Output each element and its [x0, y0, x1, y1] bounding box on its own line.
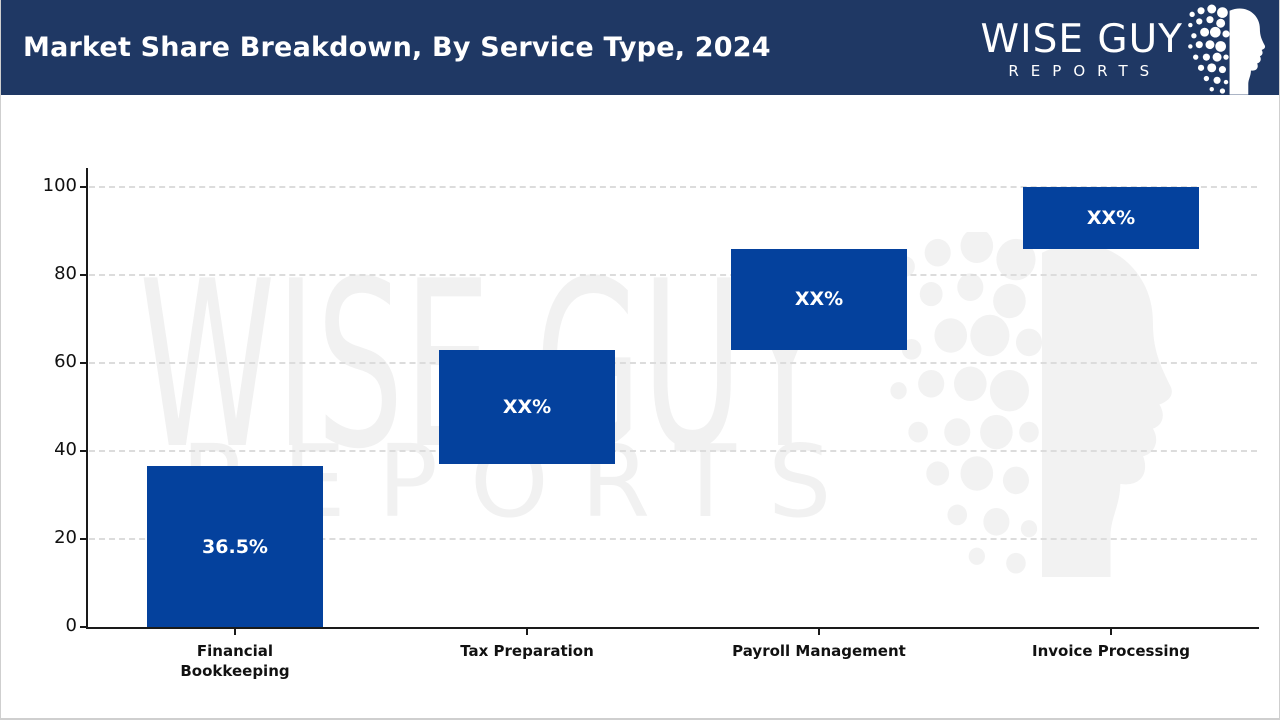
bar-tax-preparation: XX%	[439, 349, 615, 465]
bar-payroll-management: XX%	[731, 248, 907, 350]
gridline-80	[89, 274, 1257, 276]
x-tick-mark-1	[526, 627, 528, 635]
gridline-60	[89, 362, 1257, 364]
brand-head-icon	[1188, 4, 1266, 95]
y-tick-mark-0	[80, 626, 88, 628]
bar-value-label: XX%	[794, 288, 844, 311]
bar-invoice-processing: XX%	[1023, 187, 1199, 249]
brand-logo-text: WISE GUY REPORTS	[980, 17, 1183, 80]
y-axis-line	[86, 168, 88, 629]
bar-value-label: XX%	[502, 395, 552, 418]
x-category-label: Payroll Management	[732, 642, 906, 660]
x-tick-mark-3	[1110, 627, 1112, 635]
y-tick-mark-20	[80, 538, 88, 540]
chart-title: Market Share Breakdown, By Service Type,…	[23, 32, 771, 63]
y-tick-label-100: 100	[42, 175, 77, 196]
gridline-20	[89, 538, 1257, 540]
x-tick-mark-2	[818, 627, 820, 635]
y-tick-mark-80	[80, 274, 88, 276]
y-tick-label-60: 60	[54, 351, 77, 372]
x-category-label: Financial Bookkeeping	[180, 642, 290, 681]
y-tick-label-20: 20	[54, 527, 77, 548]
y-tick-label-40: 40	[54, 439, 77, 460]
y-tick-mark-60	[80, 362, 88, 364]
gridline-100	[89, 186, 1257, 188]
watermark-head-icon	[890, 232, 1172, 577]
bar-financial-bookkeeping: 36.5%	[147, 466, 323, 627]
x-category-label: Invoice Processing	[1032, 642, 1190, 660]
brand-logo: WISE GUY REPORTS	[981, 4, 1267, 96]
y-tick-label-80: 80	[54, 263, 77, 284]
x-tick-mark-0	[234, 627, 236, 635]
y-tick-label-0: 0	[65, 615, 77, 636]
brand-subtitle: REPORTS	[1008, 61, 1162, 80]
x-axis-line	[86, 627, 1259, 629]
y-tick-mark-40	[80, 450, 88, 452]
header-bar: Market Share Breakdown, By Service Type,…	[1, 0, 1279, 96]
y-tick-mark-100	[80, 186, 88, 188]
gridline-40	[89, 450, 1257, 452]
x-category-label: Tax Preparation	[460, 642, 594, 660]
bar-value-label: XX%	[1086, 206, 1136, 229]
bar-value-label: 36.5%	[202, 535, 268, 558]
brand-name: WISE GUY	[980, 17, 1183, 63]
